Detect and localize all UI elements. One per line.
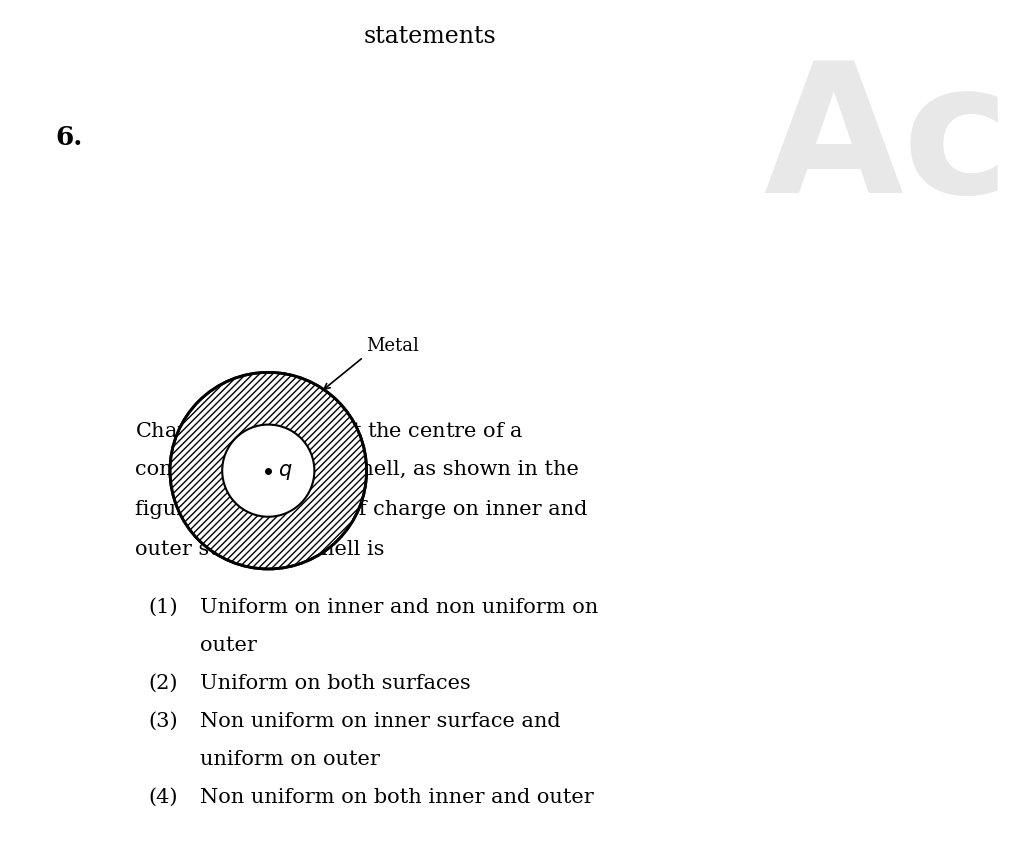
Text: $q$: $q$	[278, 461, 292, 481]
Text: Ac: Ac	[763, 55, 1010, 230]
Circle shape	[222, 425, 314, 517]
Text: conducting isolated shell, as shown in the: conducting isolated shell, as shown in t…	[135, 459, 579, 479]
Text: outer: outer	[200, 636, 257, 654]
Text: (1): (1)	[148, 598, 177, 616]
Text: statements: statements	[364, 25, 497, 48]
Text: Charge $q$ is placed at the centre of a: Charge $q$ is placed at the centre of a	[135, 419, 523, 442]
Text: Non uniform on both inner and outer: Non uniform on both inner and outer	[200, 787, 594, 806]
Text: figure. Distribution of charge on inner and: figure. Distribution of charge on inner …	[135, 500, 588, 518]
Text: (4): (4)	[148, 787, 177, 806]
Text: (3): (3)	[148, 711, 177, 730]
Text: Metal: Metal	[367, 337, 420, 354]
Text: 6.: 6.	[55, 125, 82, 150]
Text: Uniform on both surfaces: Uniform on both surfaces	[200, 674, 471, 692]
Text: outer surface of shell is: outer surface of shell is	[135, 539, 384, 559]
Text: uniform on outer: uniform on outer	[200, 749, 380, 768]
Text: Uniform on inner and non uniform on: Uniform on inner and non uniform on	[200, 598, 598, 616]
Text: Non uniform on inner surface and: Non uniform on inner surface and	[200, 711, 560, 730]
Text: (2): (2)	[148, 674, 177, 692]
Circle shape	[170, 373, 367, 570]
